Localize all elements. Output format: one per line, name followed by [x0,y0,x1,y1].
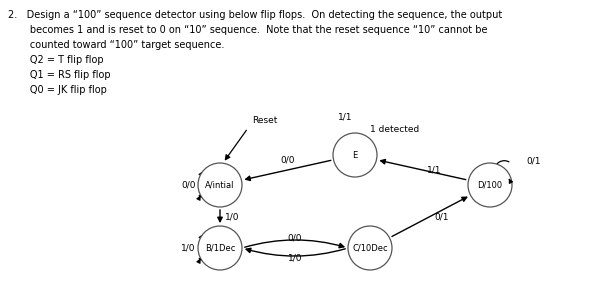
Text: E: E [352,151,358,160]
Text: 0/0: 0/0 [181,180,196,189]
Text: Q0 = JK flip flop: Q0 = JK flip flop [8,85,107,95]
Text: 0/0: 0/0 [280,155,295,164]
Text: 1/0: 1/0 [181,244,196,253]
Text: 0/1: 0/1 [435,212,449,221]
Text: 1/0: 1/0 [225,212,239,221]
Text: 2.   Design a “100” sequence detector using below flip flops.  On detecting the : 2. Design a “100” sequence detector usin… [8,10,502,20]
Circle shape [198,226,242,270]
Text: 1 detected: 1 detected [370,126,419,135]
Text: C/10Dec: C/10Dec [352,244,388,253]
Circle shape [468,163,512,207]
Text: B/1Dec: B/1Dec [205,244,235,253]
Text: 1/1: 1/1 [338,113,352,122]
Text: 0/0: 0/0 [288,233,302,242]
Text: A/intial: A/intial [205,180,235,189]
Text: D/100: D/100 [477,180,502,189]
Text: Q2 = T flip flop: Q2 = T flip flop [8,55,104,65]
Text: 1/0: 1/0 [288,253,302,262]
Text: counted toward “100” target sequence.: counted toward “100” target sequence. [8,40,224,50]
Text: 1/1: 1/1 [427,166,442,175]
Text: 0/1: 0/1 [527,156,541,165]
Text: becomes 1 and is reset to 0 on “10” sequence.  Note that the reset sequence “10”: becomes 1 and is reset to 0 on “10” sequ… [8,25,487,35]
Text: Q1 = RS flip flop: Q1 = RS flip flop [8,70,111,80]
Text: Reset: Reset [252,116,278,125]
Circle shape [333,133,377,177]
Circle shape [348,226,392,270]
Circle shape [198,163,242,207]
